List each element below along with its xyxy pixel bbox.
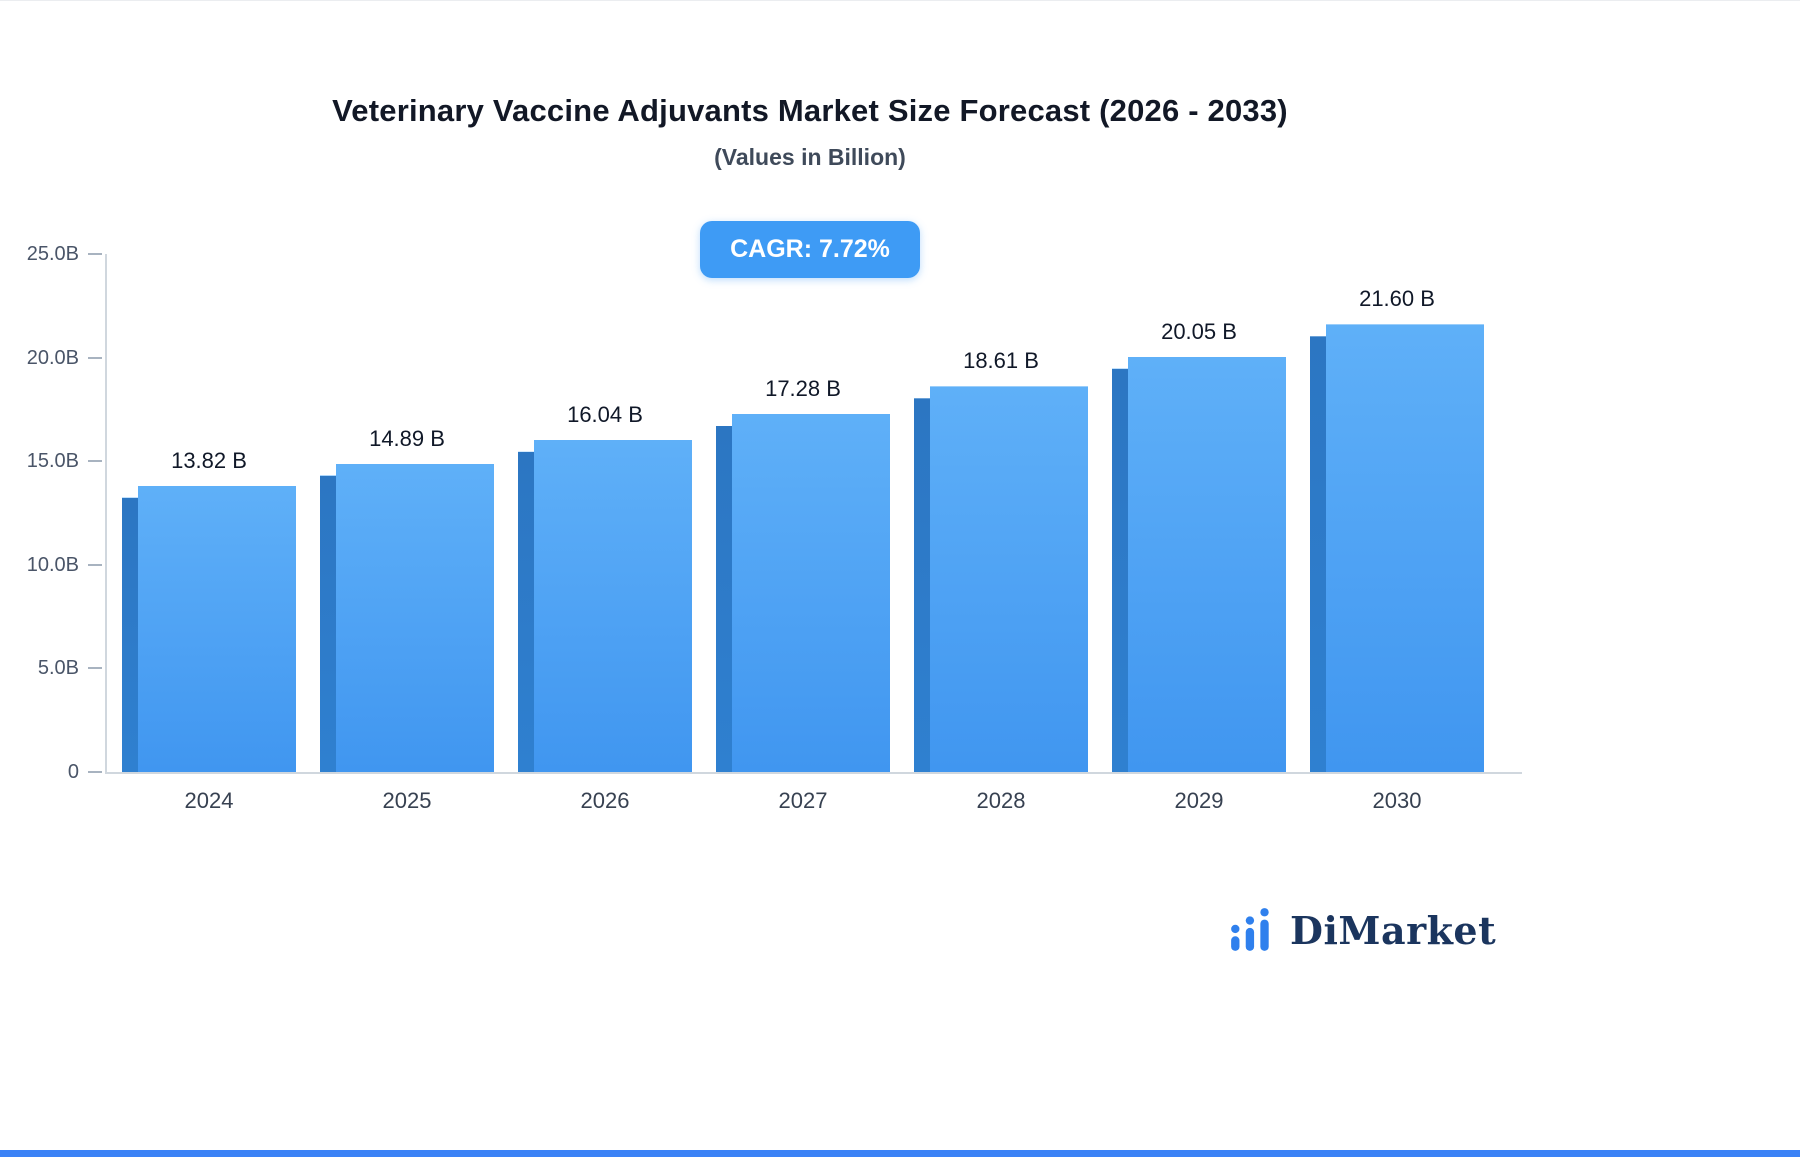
y-axis-tick-mark [88, 667, 102, 670]
bar [122, 485, 296, 772]
y-axis-tick-label: 0 [67, 761, 79, 783]
y-axis-tick-mark [88, 771, 102, 773]
y-axis-tick-label: 5.0B [37, 657, 79, 680]
bar-value-label: 20.05 B [1161, 318, 1237, 344]
bottom-accent-bar [0, 1150, 1800, 1157]
y-axis-tick-label: 15.0B [26, 450, 79, 473]
bar-value-label: 21.60 B [1359, 286, 1435, 312]
bar [716, 414, 890, 772]
bar-value-label: 17.28 B [765, 376, 841, 401]
x-axis-label: 2024 [184, 788, 234, 813]
bar-value-label: 14.89 B [369, 425, 445, 451]
x-axis-label: 2026 [580, 788, 630, 813]
bar-value-label: 13.82 B [171, 447, 247, 473]
bar-chart-icon [1231, 908, 1269, 951]
cagr-badge: CAGR: 7.72% [700, 221, 920, 278]
x-axis-label: 2030 [1372, 788, 1422, 813]
brand-logo-text: DiMarket [1290, 907, 1497, 953]
bar [320, 463, 494, 772]
chart-subtitle: (Values in Billion) [714, 144, 906, 170]
bar-chart-plot: 0 5.0B 10.0B 15.0B 20.0B 25.0B 13.82 B 2024 14.8… [27, 243, 1522, 813]
bar-value-label: 18.61 B [963, 348, 1039, 374]
brand-logo: DiMarket [1228, 906, 1496, 954]
y-axis-tick-label: 10.0B [26, 553, 79, 576]
x-axis-label: 2027 [778, 788, 828, 813]
chart-title: Veterinary Vaccine Adjuvants Market Size… [332, 93, 1288, 128]
y-axis-tick-mark [88, 563, 102, 566]
y-axis-tick-mark [88, 253, 102, 255]
y-axis-tick-label: 20.0B [26, 346, 79, 369]
x-axis-label: 2025 [382, 788, 432, 813]
bar [1310, 324, 1484, 772]
bar [1112, 356, 1286, 772]
bar [914, 386, 1088, 772]
x-axis-label: 2028 [976, 788, 1026, 813]
y-axis-tick-mark [88, 460, 102, 463]
y-axis-tick-mark [88, 356, 102, 359]
chart-header: Veterinary Vaccine Adjuvants Market Size… [0, 91, 1620, 278]
x-axis-label: 2029 [1174, 788, 1224, 813]
y-axis-tick-label: 25.0B [26, 243, 79, 265]
bar [518, 439, 692, 772]
bar-value-label: 16.04 B [567, 401, 643, 427]
